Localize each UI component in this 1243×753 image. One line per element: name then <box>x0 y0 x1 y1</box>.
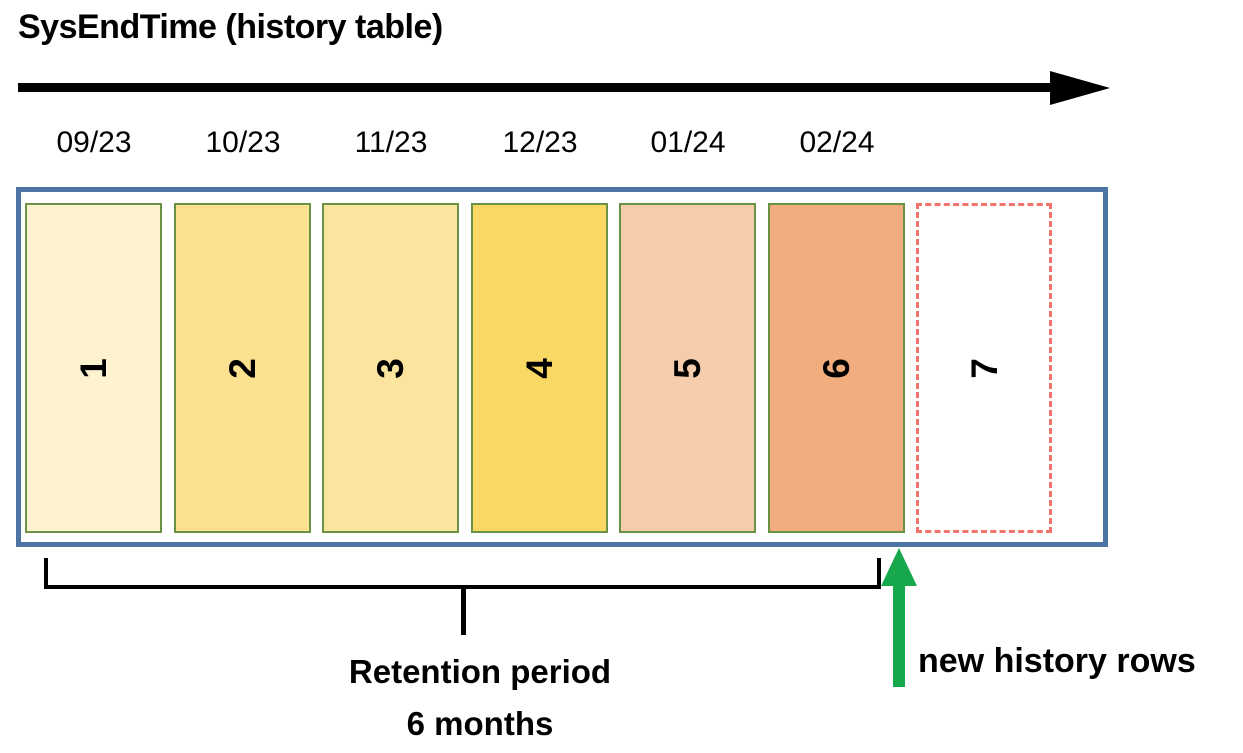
partition-number: 6 <box>815 357 857 379</box>
partition-number: 2 <box>221 357 263 379</box>
partition-box: 5 <box>619 203 756 533</box>
month-label: 02/24 <box>799 126 875 159</box>
partition-box: 4 <box>471 203 608 533</box>
new-rows-label: new history rows <box>918 642 1196 680</box>
bracket-horizontal-line <box>44 585 881 589</box>
month-label: 01/24 <box>650 126 726 159</box>
partition-number: 3 <box>369 357 411 379</box>
diagram-title: SysEndTime (history table) <box>18 8 443 46</box>
partition-box: 6 <box>768 203 905 533</box>
bracket-center-stem <box>461 589 466 635</box>
bracket-left-tick <box>44 558 48 589</box>
partition-box: 3 <box>322 203 459 533</box>
retention-label: Retention period 6 months <box>250 646 710 750</box>
timeline-arrowhead-icon <box>1050 71 1110 105</box>
month-label: 12/23 <box>502 126 578 159</box>
retention-label-line1: Retention period <box>348 653 612 690</box>
new-rows-arrow-shaft <box>893 584 905 687</box>
timeline-arrow-shaft <box>18 83 1052 92</box>
month-label: 10/23 <box>205 126 281 159</box>
month-label: 11/23 <box>354 126 428 159</box>
partition-box-future: 7 <box>916 203 1052 533</box>
partition-box: 2 <box>174 203 311 533</box>
partition-number: 5 <box>666 357 708 379</box>
bracket-right-tick <box>877 558 881 589</box>
partition-box: 1 <box>25 203 162 533</box>
partition-number: 1 <box>72 357 114 379</box>
partition-number: 4 <box>518 357 560 379</box>
partition-number: 7 <box>963 357 1005 379</box>
month-label: 09/23 <box>56 126 132 159</box>
up-arrowhead-icon <box>881 548 917 586</box>
retention-label-line2: 6 months <box>406 705 554 742</box>
